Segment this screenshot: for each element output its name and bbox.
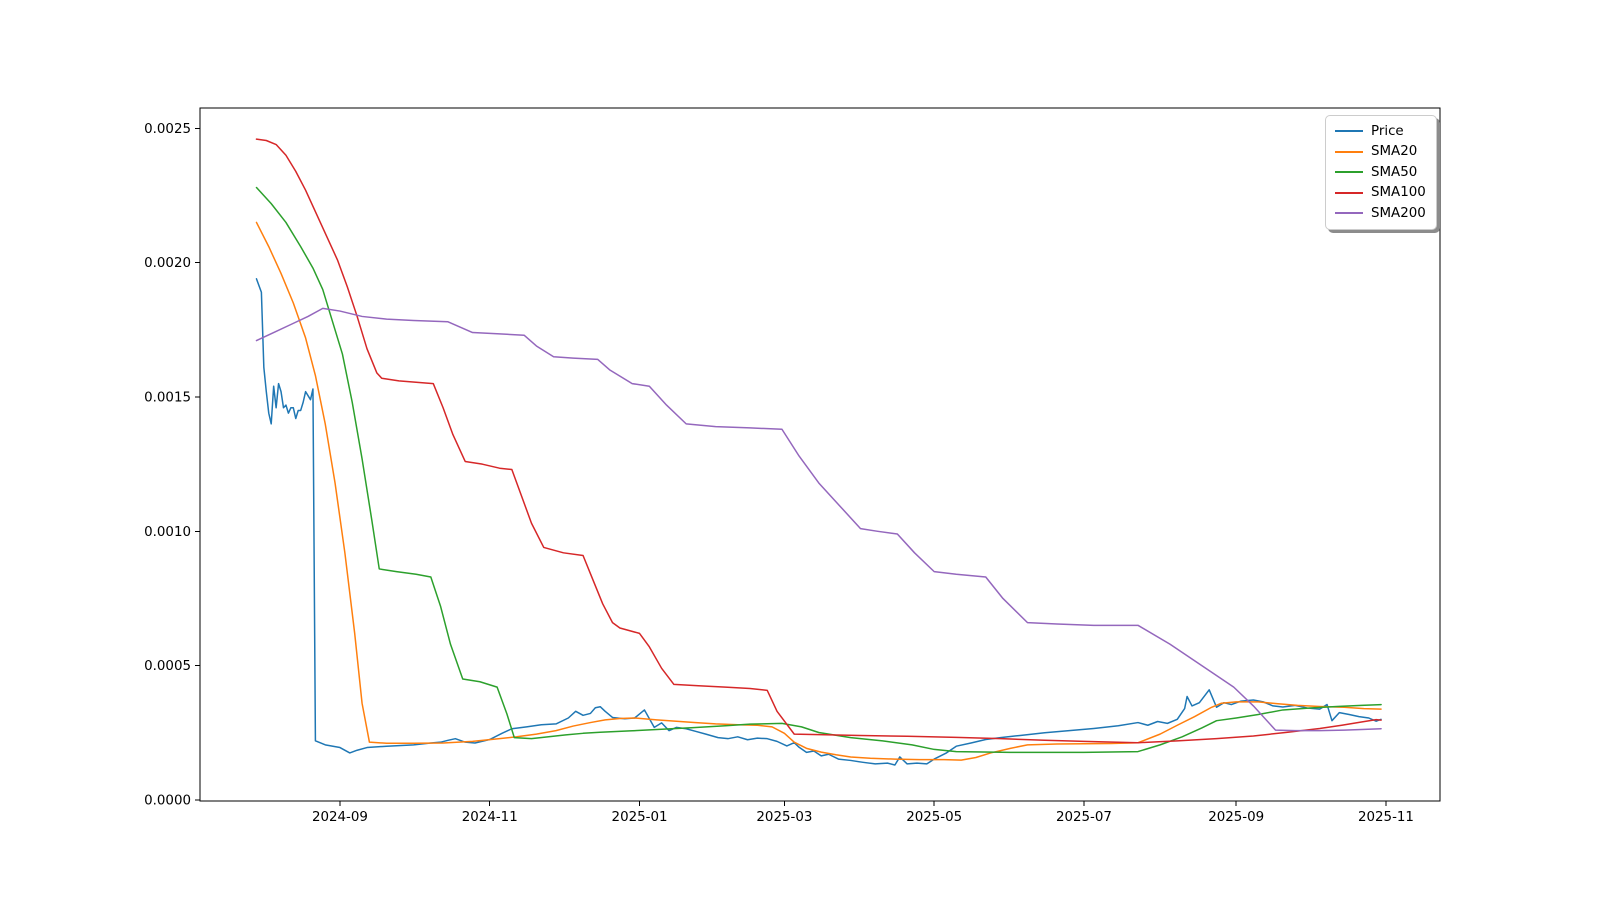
plot-border	[199, 107, 1441, 802]
x-tick-label: 2025-03	[756, 810, 812, 825]
legend-item-sma50: SMA50	[1335, 162, 1426, 183]
y-tick-label: 0.0015	[144, 391, 191, 406]
legend-line-sample	[1335, 130, 1363, 133]
y-tick-label: 0.0020	[144, 256, 191, 271]
legend-item-sma100: SMA100	[1335, 183, 1426, 204]
legend: Price SMA20 SMA50 SMA100 SMA200	[1325, 115, 1437, 230]
series-line-sma50	[255, 186, 1382, 754]
x-tick-label: 2025-09	[1208, 810, 1264, 825]
x-tick-label: 2024-11	[462, 810, 518, 825]
legend-item-price: Price	[1335, 121, 1426, 142]
series-lines	[255, 138, 1382, 766]
axis-ticks	[195, 127, 1387, 806]
legend-label: SMA50	[1371, 164, 1418, 180]
legend-line-sample	[1335, 212, 1363, 215]
axes-frame	[199, 107, 1441, 802]
legend-label: SMA20	[1371, 144, 1418, 160]
legend-label: Price	[1371, 123, 1404, 139]
axis-tick-labels: 2024-09 2024-11 2025-01 2025-03 2025-05 2025-…	[144, 122, 1414, 825]
series-line-sma100	[255, 138, 1382, 744]
x-tick-label: 2025-01	[612, 810, 668, 825]
y-tick-label: 0.0000	[144, 793, 191, 808]
series-line-sma200	[255, 307, 1382, 732]
legend-line-sample	[1335, 171, 1363, 174]
legend-label: SMA200	[1371, 205, 1426, 221]
x-tick-label: 2025-07	[1056, 810, 1112, 825]
series-line-sma20	[255, 221, 1382, 761]
x-tick-label: 2025-05	[906, 810, 962, 825]
legend-item-sma20: SMA20	[1335, 142, 1426, 163]
legend-label: SMA100	[1371, 185, 1426, 201]
y-tick-label: 0.0005	[144, 659, 191, 674]
x-tick-label: 2024-09	[312, 810, 368, 825]
y-tick-label: 0.0010	[144, 525, 191, 540]
y-tick-label: 0.0025	[144, 122, 191, 137]
legend-line-sample	[1335, 191, 1363, 194]
legend-item-sma200: SMA200	[1335, 203, 1426, 224]
x-tick-label: 2025-11	[1358, 810, 1414, 825]
series-line-price	[255, 278, 1382, 766]
legend-line-sample	[1335, 150, 1363, 153]
